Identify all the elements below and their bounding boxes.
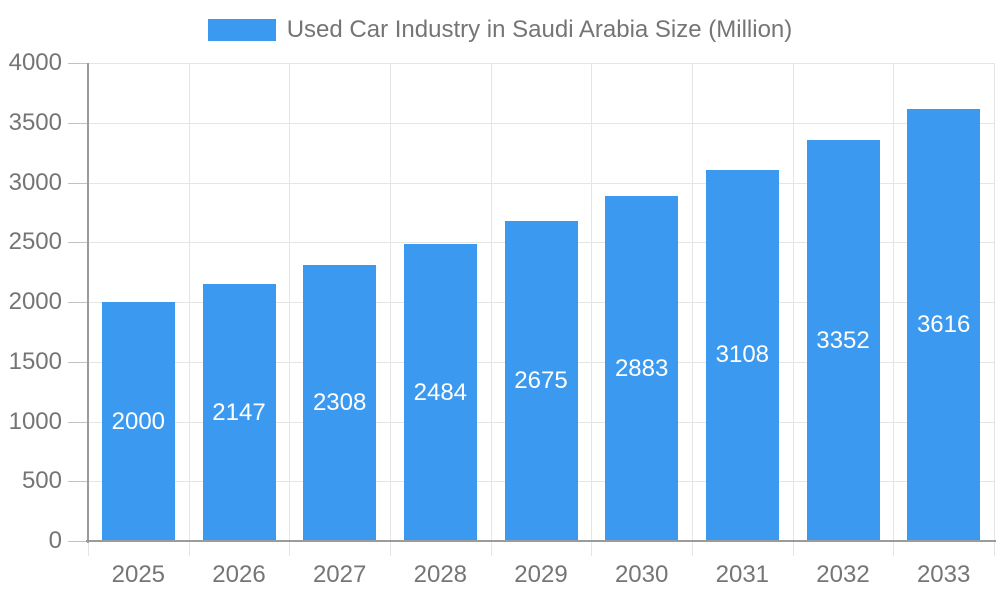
- y-tick-label: 1000: [8, 407, 62, 435]
- x-tick-label: 2030: [614, 561, 669, 588]
- v-gridline: [893, 63, 895, 556]
- bar-value-label: 2147: [212, 398, 266, 426]
- v-gridline: [188, 63, 190, 556]
- bar[interactable]: [101, 302, 175, 541]
- y-tick-label: 1500: [8, 347, 62, 375]
- v-gridline: [994, 63, 995, 556]
- x-axis-line: [86, 540, 996, 542]
- bar-value-label: 2883: [614, 354, 669, 382]
- y-axis-tick: [68, 182, 88, 184]
- x-tick-label: 2033: [916, 561, 971, 588]
- bar[interactable]: [806, 140, 880, 541]
- bar[interactable]: [907, 108, 981, 541]
- x-tick-label: 2031: [715, 561, 770, 588]
- bar[interactable]: [303, 265, 377, 541]
- y-tick-label: 2000: [8, 288, 62, 315]
- v-gridline: [692, 63, 693, 556]
- bar-value-label: 3616: [916, 310, 971, 338]
- y-tick-label: 0: [48, 527, 62, 554]
- y-axis-tick: [68, 361, 88, 363]
- bar-value-label: 2000: [111, 407, 166, 435]
- y-tick-label: 500: [21, 467, 62, 495]
- x-tick-label: 2027: [312, 561, 367, 588]
- bar-value-label: 2675: [514, 367, 568, 395]
- legend-label: Used Car Industry in Saudi Arabia Size (…: [286, 16, 793, 43]
- x-tick-label: 2025: [111, 561, 166, 588]
- v-gridline: [490, 63, 492, 556]
- y-axis-line: [87, 63, 89, 543]
- bar[interactable]: [202, 284, 276, 541]
- y-tick-label: 3500: [8, 108, 62, 136]
- y-axis-tick: [68, 481, 88, 483]
- bar-value-label: 2484: [413, 378, 468, 406]
- v-gridline: [289, 63, 291, 556]
- bar[interactable]: [605, 196, 679, 541]
- bar-value-label: 3108: [715, 341, 770, 369]
- legend-swatch-icon: [207, 19, 276, 41]
- v-gridline: [591, 63, 593, 556]
- x-tick-label: 2026: [212, 561, 266, 588]
- bar-value-label: 3352: [816, 326, 870, 354]
- bar[interactable]: [504, 221, 578, 541]
- v-gridline: [792, 63, 794, 556]
- y-axis-tick: [68, 421, 88, 423]
- y-axis-tick: [68, 122, 88, 124]
- h-gridline: [88, 122, 994, 124]
- y-axis-tick: [68, 242, 88, 244]
- bar-value-label: 2308: [312, 389, 367, 417]
- bar[interactable]: [705, 169, 779, 541]
- legend[interactable]: Used Car Industry in Saudi Arabia Size (…: [0, 16, 1000, 44]
- h-gridline: [88, 182, 994, 184]
- y-axis-tick: [68, 302, 88, 303]
- plot-area: 0 500 1000 1500 2000 2500 3000 3500 4000 2025 2026…: [9, 49, 996, 588]
- y-tick-label: 4000: [8, 49, 62, 76]
- x-tick-label: 2028: [413, 561, 468, 588]
- y-axis-tick: [68, 541, 88, 542]
- h-gridline: [88, 63, 994, 64]
- y-tick-label: 3000: [8, 168, 62, 196]
- x-tick-label: 2029: [514, 561, 568, 588]
- y-tick-label: 2500: [8, 228, 62, 256]
- v-gridline: [390, 63, 391, 556]
- bar[interactable]: [403, 244, 477, 541]
- x-tick-label: 2032: [816, 561, 870, 588]
- y-axis-tick: [68, 63, 88, 64]
